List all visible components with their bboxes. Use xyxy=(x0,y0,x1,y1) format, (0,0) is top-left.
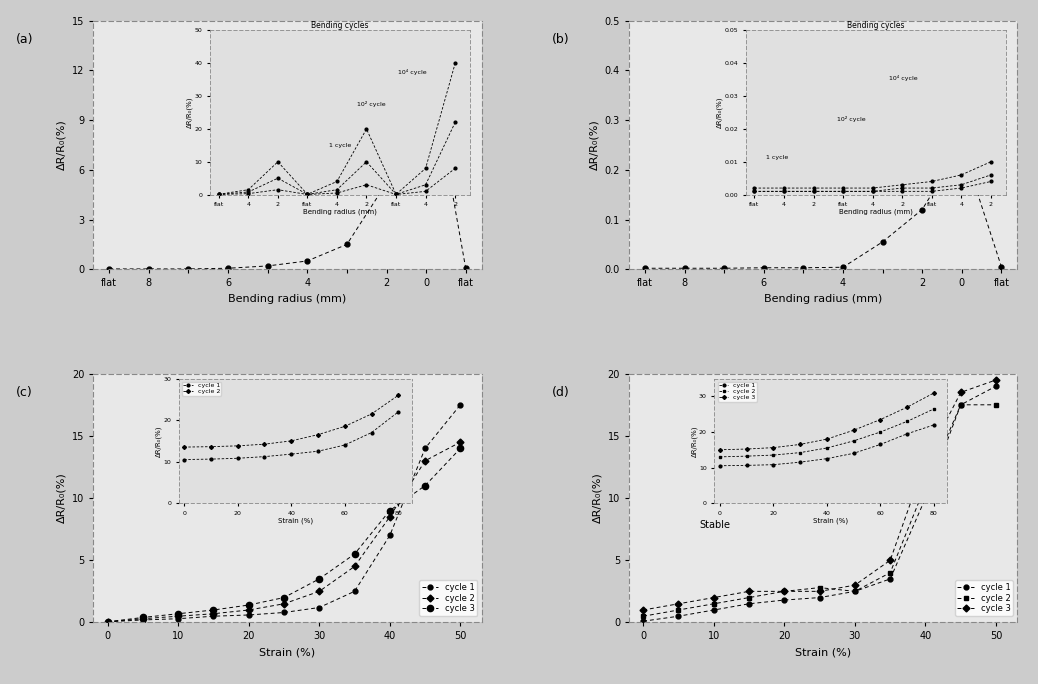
Text: (c): (c) xyxy=(16,386,32,399)
cycle 3 xyxy=(814,588,826,596)
cycle 2 xyxy=(278,600,291,608)
cycle 3 xyxy=(313,575,326,583)
Line: cycle 2: cycle 2 xyxy=(640,402,999,618)
Text: Stable: Stable xyxy=(699,520,730,530)
cycle 2 xyxy=(137,615,149,623)
X-axis label: Bending radius (mm): Bending radius (mm) xyxy=(764,294,882,304)
cycle 1 xyxy=(419,444,432,452)
Text: (d): (d) xyxy=(551,386,569,399)
cycle 1 xyxy=(243,611,255,619)
cycle 2 xyxy=(455,438,467,446)
cycle 2 xyxy=(349,562,361,570)
cycle 2 xyxy=(849,588,862,596)
cycle 1 xyxy=(673,612,685,620)
cycle 3 xyxy=(743,588,756,596)
cycle 2 xyxy=(743,594,756,602)
cycle 1 xyxy=(455,401,467,409)
cycle 1 xyxy=(814,594,826,602)
cycle 1 xyxy=(849,588,862,596)
X-axis label: Strain (%): Strain (%) xyxy=(260,647,316,657)
cycle 1 xyxy=(743,600,756,608)
cycle 3 xyxy=(708,594,720,602)
cycle 3 xyxy=(637,606,650,614)
cycle 2 xyxy=(419,457,432,465)
cycle 3 xyxy=(920,457,932,465)
cycle 1 xyxy=(172,615,185,623)
cycle 3 xyxy=(673,600,685,608)
cycle 3 xyxy=(990,376,1003,384)
cycle 2 xyxy=(814,583,826,592)
Line: cycle 2: cycle 2 xyxy=(105,440,463,624)
cycle 1 xyxy=(313,603,326,611)
cycle 2 xyxy=(708,600,720,608)
cycle 2 xyxy=(955,401,967,409)
cycle 1 xyxy=(884,575,897,583)
cycle 3 xyxy=(419,482,432,490)
cycle 1 xyxy=(990,382,1003,391)
cycle 3 xyxy=(243,601,255,609)
cycle 3 xyxy=(278,594,291,602)
cycle 2 xyxy=(778,588,791,596)
Line: cycle 3: cycle 3 xyxy=(640,378,999,612)
cycle 3 xyxy=(778,588,791,596)
cycle 3 xyxy=(349,550,361,558)
cycle 2 xyxy=(243,606,255,614)
X-axis label: Bending radius (mm): Bending radius (mm) xyxy=(228,294,347,304)
cycle 3 xyxy=(884,556,897,564)
cycle 3 xyxy=(455,444,467,452)
cycle 3 xyxy=(208,606,220,614)
cycle 1 xyxy=(920,494,932,502)
cycle 3 xyxy=(384,506,397,514)
cycle 3 xyxy=(137,614,149,622)
cycle 2 xyxy=(920,482,932,490)
cycle 1 xyxy=(955,401,967,409)
cycle 2 xyxy=(313,588,326,596)
cycle 2 xyxy=(884,568,897,577)
cycle 1 xyxy=(778,596,791,604)
Legend: cycle 1, cycle 2, cycle 3: cycle 1, cycle 2, cycle 3 xyxy=(419,581,477,616)
Line: cycle 3: cycle 3 xyxy=(105,445,464,625)
Y-axis label: ΔR/R₀(%): ΔR/R₀(%) xyxy=(592,473,602,523)
cycle 1 xyxy=(384,531,397,540)
cycle 1 xyxy=(208,612,220,620)
cycle 3 xyxy=(172,609,185,618)
cycle 2 xyxy=(208,609,220,618)
cycle 1 xyxy=(349,588,361,596)
cycle 1 xyxy=(278,608,291,616)
Y-axis label: ΔR/R₀(%): ΔR/R₀(%) xyxy=(590,120,599,170)
Y-axis label: ΔR/R₀(%): ΔR/R₀(%) xyxy=(56,473,66,523)
X-axis label: Strain (%): Strain (%) xyxy=(795,647,851,657)
Legend: cycle 1, cycle 2, cycle 3: cycle 1, cycle 2, cycle 3 xyxy=(955,581,1013,616)
cycle 2 xyxy=(673,606,685,614)
cycle 1 xyxy=(708,606,720,614)
cycle 2 xyxy=(172,612,185,620)
cycle 1 xyxy=(137,616,149,624)
cycle 2 xyxy=(102,618,114,626)
Text: (b): (b) xyxy=(551,33,569,46)
Text: (a): (a) xyxy=(16,33,33,46)
cycle 3 xyxy=(849,581,862,589)
cycle 2 xyxy=(637,612,650,620)
Line: cycle 1: cycle 1 xyxy=(640,384,999,624)
cycle 1 xyxy=(637,617,650,625)
cycle 3 xyxy=(955,389,967,397)
cycle 3 xyxy=(102,618,114,626)
cycle 2 xyxy=(384,512,397,521)
cycle 2 xyxy=(990,401,1003,409)
cycle 1 xyxy=(102,618,114,626)
Y-axis label: ΔR/R₀(%): ΔR/R₀(%) xyxy=(56,120,66,170)
Line: cycle 1: cycle 1 xyxy=(105,402,463,624)
